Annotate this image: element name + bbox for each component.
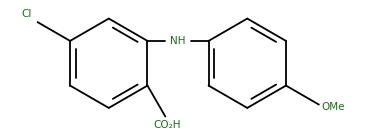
- Text: NH: NH: [170, 36, 186, 46]
- Text: CO₂H: CO₂H: [154, 120, 181, 130]
- Text: Cl: Cl: [21, 9, 31, 19]
- Text: OMe: OMe: [321, 102, 345, 112]
